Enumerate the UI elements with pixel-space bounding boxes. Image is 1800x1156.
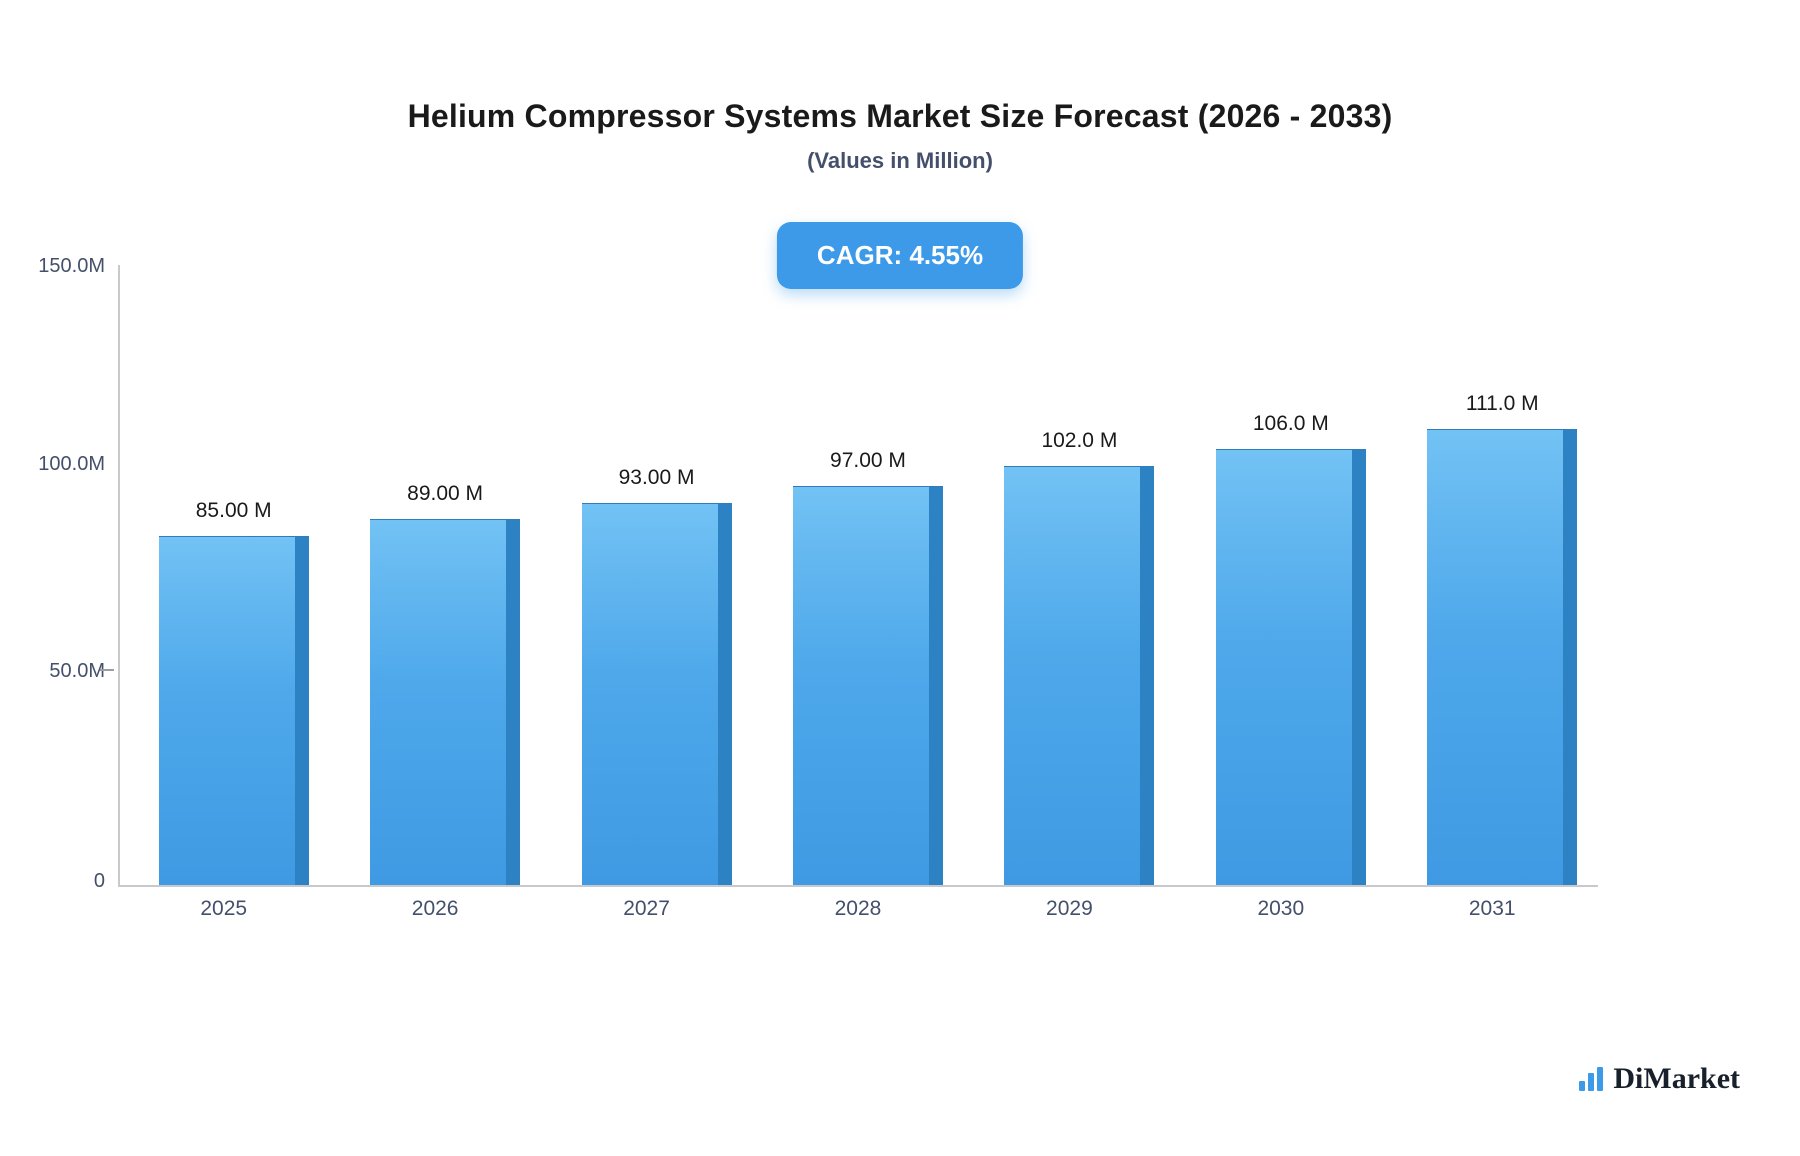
y-tick-dash-50	[100, 669, 114, 671]
x-axis-line	[118, 885, 1598, 887]
chart-container: Helium Compressor Systems Market Size Fo…	[0, 0, 1800, 1156]
year-label-2025[interactable]: 2025	[118, 897, 329, 921]
dimarket-logo: DiMarket	[1579, 1062, 1740, 1096]
bar-2028[interactable]: 97.00 M	[793, 486, 943, 885]
bar-2026[interactable]: 89.00 M	[370, 519, 520, 885]
chart-title: Helium Compressor Systems Market Size Fo…	[0, 98, 1800, 135]
bar-group-2027[interactable]: 93.00 M	[551, 265, 762, 885]
bar-group-2025[interactable]: 85.00 M	[128, 265, 339, 885]
y-axis-line	[118, 265, 120, 885]
bar-group-2026[interactable]: 89.00 M	[339, 265, 550, 885]
bar-2027[interactable]: 93.00 M	[582, 503, 732, 885]
bar-value-2025: 85.00 M	[159, 499, 309, 523]
bar-group-2029[interactable]: 102.0 M	[974, 265, 1185, 885]
bars-wrap: 85.00 M 89.00 M 93.00 M 97.00 M	[128, 265, 1608, 885]
bar-2030[interactable]: 106.0 M	[1216, 449, 1366, 885]
y-tick-100: 100.0M	[10, 453, 105, 476]
bar-value-2027: 93.00 M	[582, 466, 732, 490]
logo-text: DiMarket	[1613, 1062, 1740, 1096]
year-label-2030[interactable]: 2030	[1175, 897, 1386, 921]
logo-bars-icon	[1579, 1067, 1603, 1091]
bar-value-2031: 111.0 M	[1427, 392, 1577, 416]
bar-group-2031[interactable]: 111.0 M	[1397, 265, 1608, 885]
chart-subtitle: (Values in Million)	[0, 148, 1800, 174]
y-tick-50: 50.0M	[10, 660, 105, 683]
y-tick-0: 0	[10, 870, 105, 893]
bar-2025[interactable]: 85.00 M	[159, 536, 309, 885]
year-label-2027[interactable]: 2027	[541, 897, 752, 921]
bar-2031[interactable]: 111.0 M	[1427, 429, 1577, 885]
year-labels: 2025 2026 2027 2028 2029 2030 2031	[118, 897, 1598, 921]
bar-2029[interactable]: 102.0 M	[1004, 466, 1154, 885]
bar-value-2028: 97.00 M	[793, 449, 943, 473]
plot-area: 150.0M 100.0M 50.0M 0 85.00 M 89.00 M 93…	[118, 265, 1738, 885]
bar-value-2026: 89.00 M	[370, 482, 520, 506]
year-label-2031[interactable]: 2031	[1387, 897, 1598, 921]
year-label-2026[interactable]: 2026	[329, 897, 540, 921]
year-label-2028[interactable]: 2028	[752, 897, 963, 921]
bar-value-2030: 106.0 M	[1216, 412, 1366, 436]
bar-group-2028[interactable]: 97.00 M	[762, 265, 973, 885]
year-label-2029[interactable]: 2029	[964, 897, 1175, 921]
bar-value-2029: 102.0 M	[1004, 429, 1154, 453]
y-tick-150: 150.0M	[10, 255, 105, 278]
bar-group-2030[interactable]: 106.0 M	[1185, 265, 1396, 885]
